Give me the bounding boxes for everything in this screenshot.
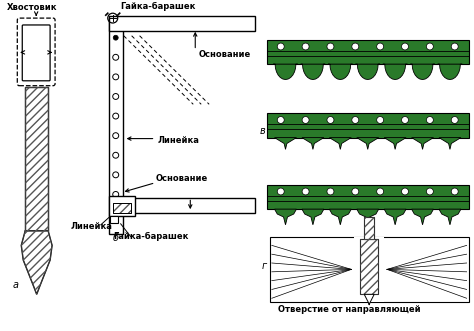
Circle shape: [451, 188, 458, 195]
Bar: [364, 217, 374, 239]
Circle shape: [113, 35, 118, 40]
Circle shape: [451, 43, 458, 50]
Bar: [267, 40, 469, 64]
Circle shape: [113, 74, 118, 80]
Polygon shape: [357, 138, 379, 149]
Polygon shape: [439, 209, 461, 225]
Polygon shape: [439, 138, 461, 149]
Bar: [110, 216, 118, 223]
Circle shape: [302, 43, 309, 50]
Bar: [109, 196, 135, 216]
Circle shape: [327, 188, 334, 195]
Text: Линейка: Линейка: [157, 135, 200, 145]
Circle shape: [427, 117, 433, 123]
Polygon shape: [356, 64, 380, 79]
Polygon shape: [302, 209, 324, 225]
Circle shape: [401, 188, 409, 195]
Polygon shape: [274, 209, 296, 225]
Circle shape: [377, 188, 383, 195]
Bar: [270, 237, 469, 302]
Text: Гайка-барашек: Гайка-барашек: [121, 2, 196, 11]
Circle shape: [113, 172, 118, 178]
Polygon shape: [384, 138, 406, 149]
Circle shape: [451, 117, 458, 123]
Bar: [113, 203, 131, 213]
Polygon shape: [411, 209, 434, 225]
Text: Основание: Основание: [155, 174, 208, 183]
Bar: [267, 185, 469, 209]
Polygon shape: [274, 138, 296, 149]
Bar: [133, 198, 255, 213]
Bar: [364, 217, 374, 239]
Circle shape: [401, 43, 409, 50]
Polygon shape: [328, 64, 353, 79]
Circle shape: [113, 192, 118, 197]
Text: Гайка-барашек: Гайка-барашек: [114, 231, 189, 241]
Circle shape: [113, 133, 118, 139]
Text: а: а: [12, 280, 18, 291]
Polygon shape: [273, 64, 298, 79]
Circle shape: [377, 117, 383, 123]
Bar: [113, 203, 131, 213]
Polygon shape: [410, 64, 435, 79]
Text: Основание: Основание: [198, 50, 250, 59]
Circle shape: [352, 188, 359, 195]
Text: в: в: [260, 126, 265, 136]
Circle shape: [113, 152, 118, 158]
Polygon shape: [384, 209, 406, 225]
Circle shape: [427, 188, 433, 195]
Bar: [109, 18, 123, 234]
Circle shape: [277, 188, 284, 195]
Text: Хвостовик: Хвостовик: [6, 3, 57, 12]
Circle shape: [113, 54, 118, 60]
Polygon shape: [357, 209, 379, 225]
Polygon shape: [364, 294, 374, 304]
Bar: [109, 16, 255, 31]
Polygon shape: [329, 138, 351, 149]
Circle shape: [113, 113, 118, 119]
Circle shape: [302, 117, 309, 123]
Polygon shape: [329, 209, 351, 225]
Circle shape: [277, 43, 284, 50]
Circle shape: [113, 94, 118, 99]
Polygon shape: [301, 64, 325, 79]
Circle shape: [401, 117, 409, 123]
Circle shape: [113, 211, 118, 217]
Polygon shape: [411, 138, 434, 149]
Circle shape: [327, 117, 334, 123]
Polygon shape: [438, 64, 462, 79]
Bar: [354, 237, 384, 302]
Circle shape: [427, 43, 433, 50]
Polygon shape: [302, 138, 324, 149]
Circle shape: [352, 43, 359, 50]
Text: Отверстие от направляющей: Отверстие от направляющей: [278, 305, 420, 314]
Text: б: б: [113, 233, 118, 243]
Bar: [25, 87, 48, 231]
Text: г: г: [262, 261, 267, 271]
Circle shape: [352, 117, 359, 123]
Circle shape: [277, 117, 284, 123]
Polygon shape: [21, 231, 52, 294]
Circle shape: [327, 43, 334, 50]
Polygon shape: [383, 64, 408, 79]
Bar: [360, 239, 378, 294]
Text: Линейка: Линейка: [71, 222, 113, 231]
Circle shape: [377, 43, 383, 50]
Bar: [25, 87, 48, 231]
Bar: [267, 113, 469, 138]
Bar: [360, 239, 378, 294]
Circle shape: [302, 188, 309, 195]
